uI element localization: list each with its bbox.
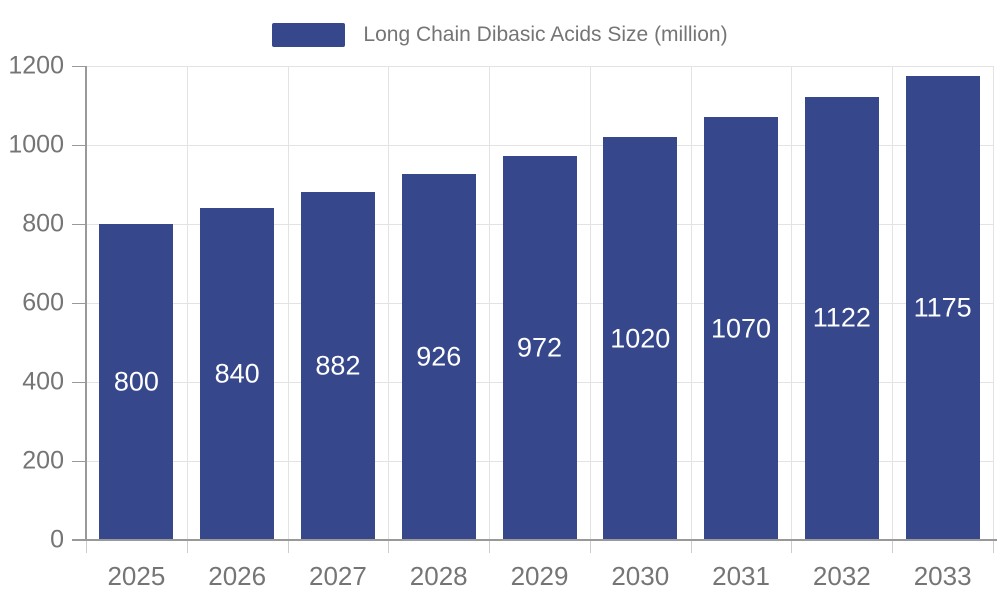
- bar-2033[interactable]: [905, 75, 980, 540]
- x-axis-label: 2033: [913, 561, 972, 591]
- y-gridline: [86, 145, 993, 146]
- legend-label: Long Chain Dibasic Acids Size (million): [363, 23, 728, 46]
- bar-value-label: 1122: [812, 302, 871, 333]
- y-axis-tick: [72, 224, 86, 225]
- x-gridline: [489, 66, 491, 540]
- x-axis-tick: [589, 540, 591, 553]
- y-gridline: [86, 66, 993, 67]
- x-axis-tick: [489, 540, 491, 553]
- x-axis-tick: [186, 540, 188, 553]
- x-axis-label: 2029: [510, 561, 569, 591]
- bar-2030[interactable]: [603, 137, 678, 540]
- bar-value-label: 926: [416, 341, 462, 372]
- x-axis-label: 2032: [812, 561, 871, 591]
- x-axis-tick: [892, 540, 894, 553]
- x-axis-tick: [690, 540, 692, 553]
- bar-2032[interactable]: [804, 96, 879, 540]
- bar-value-label: 1020: [610, 323, 671, 354]
- x-gridline: [791, 66, 793, 540]
- bar-value-label: 972: [516, 332, 563, 363]
- x-axis-line: [72, 539, 997, 541]
- bar-value-label: 840: [214, 358, 260, 389]
- bar-2026[interactable]: [200, 208, 275, 540]
- legend-swatch: [272, 23, 346, 47]
- y-axis-label: 0: [50, 525, 64, 554]
- plot-area: 800 840 882 926 972 1020 1070 1122 1175: [86, 66, 994, 540]
- bar-2027[interactable]: [300, 191, 375, 540]
- bar-2031[interactable]: [704, 117, 779, 540]
- legend[interactable]: Long Chain Dibasic Acids Size (million): [0, 23, 1000, 47]
- y-axis-label: 600: [22, 288, 64, 317]
- y-axis-label: 1000: [8, 130, 64, 159]
- x-axis-label: 2031: [712, 561, 770, 591]
- bar-value-label: 1070: [711, 313, 772, 344]
- x-axis-label: 2027: [309, 561, 367, 591]
- y-axis-tick: [72, 382, 86, 383]
- x-axis-label: 2030: [611, 561, 670, 591]
- x-axis-label: 2026: [208, 561, 267, 591]
- bar-value-label: 882: [315, 350, 361, 381]
- x-axis-tick: [791, 540, 793, 553]
- x-gridline: [589, 66, 591, 540]
- y-axis-label: 400: [22, 367, 64, 396]
- x-gridline: [892, 66, 894, 540]
- x-gridline: [690, 66, 692, 540]
- bar-2029[interactable]: [502, 156, 577, 540]
- bar-2025[interactable]: [99, 224, 174, 540]
- bar-value-label: 1175: [913, 292, 972, 323]
- x-axis-tick: [86, 540, 87, 553]
- x-axis-label: 2025: [107, 561, 166, 591]
- x-axis-tick: [993, 540, 994, 553]
- x-axis-label: 2028: [409, 561, 468, 591]
- y-axis-label: 1200: [8, 51, 64, 80]
- y-axis-label: 200: [22, 446, 64, 475]
- x-axis-tick: [287, 540, 289, 553]
- bar-value-label: 800: [113, 366, 159, 397]
- bar-2028[interactable]: [401, 174, 476, 540]
- x-gridline: [993, 66, 994, 540]
- y-axis-line: [85, 66, 87, 540]
- y-axis-tick: [72, 303, 86, 304]
- x-gridline: [287, 66, 289, 540]
- y-axis-tick: [72, 461, 86, 462]
- y-axis-tick: [72, 66, 86, 67]
- x-gridline: [186, 66, 188, 540]
- x-axis-tick: [388, 540, 390, 553]
- x-gridline: [388, 66, 390, 540]
- y-axis-label: 800: [22, 209, 64, 238]
- y-axis-tick: [72, 145, 86, 146]
